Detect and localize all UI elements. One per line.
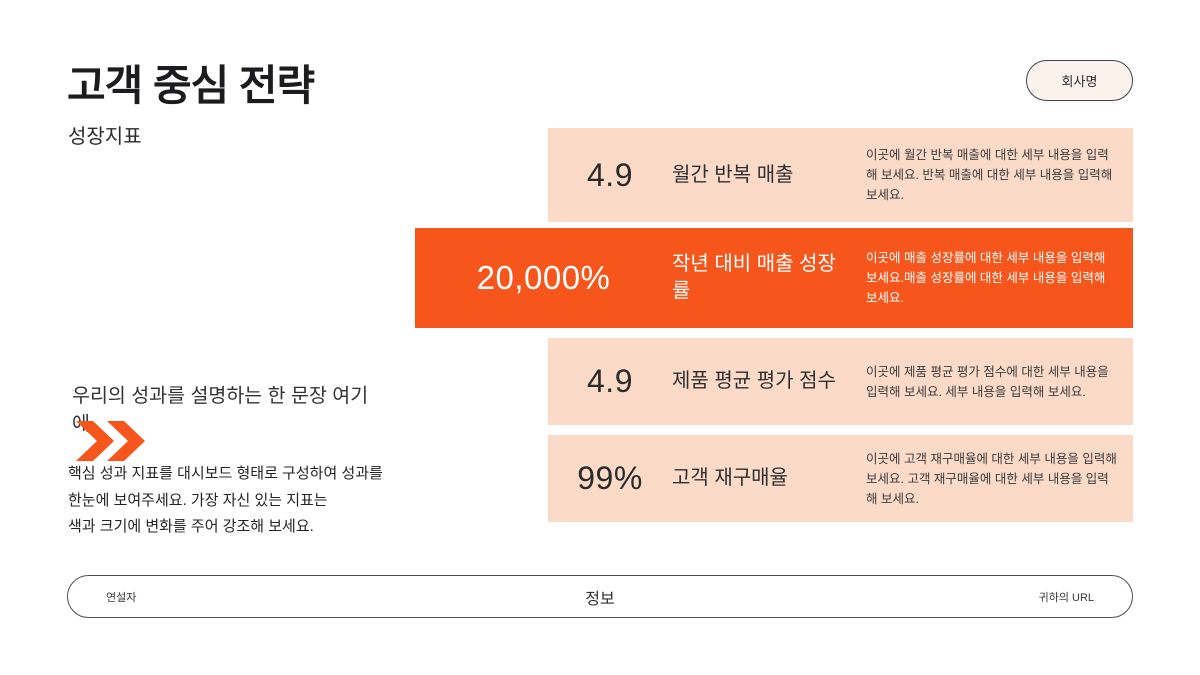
metric-description: 이곳에 제품 평균 평가 점수에 대한 세부 내용을 입력해 보세요. 세부 내… (866, 364, 1109, 399)
footer-url-label: 귀하의 URL (1038, 591, 1094, 604)
metric-row-yoy-growth-highlighted: 20,000% 작년 대비 매출 성장률 이곳에 매출 성장률에 대한 세부 내… (415, 228, 1133, 328)
metric-value: 99% (577, 460, 643, 496)
footer-info-label: 정보 (585, 590, 615, 608)
metric-value: 4.9 (587, 363, 633, 399)
company-name-label: 회사명 (1061, 74, 1098, 89)
metric-label: 제품 평균 평가 점수 (672, 370, 836, 392)
metric-description: 이곳에 월간 반복 매출에 대한 세부 내용을 입력해 보세요. 반복 매출에 … (866, 148, 1113, 202)
double-chevron-right-icon (76, 421, 145, 461)
metric-value: 20,000% (476, 259, 611, 296)
company-name-badge: 회사명 (1026, 60, 1133, 101)
metric-row-repurchase-rate: 99% 고객 재구매율 이곳에 고객 재구매율에 대한 세부 내용을 입력해 보… (548, 435, 1133, 522)
footer-speaker-label: 연설자 (106, 591, 137, 604)
metric-row-product-rating: 4.9 제품 평균 평가 점수 이곳에 제품 평균 평가 점수에 대한 세부 내… (548, 338, 1133, 425)
metric-value: 4.9 (587, 156, 633, 193)
metric-label: 고객 재구매율 (672, 467, 788, 489)
metric-label: 월간 반복 매출 (672, 163, 794, 186)
page-title: 고객 중심 전략 (67, 62, 315, 109)
footer-bar: 연설자 정보 귀하의 URL (67, 575, 1133, 618)
metric-row-monthly-recurring-revenue: 4.9 월간 반복 매출 이곳에 월간 반복 매출에 대한 세부 내용을 입력해… (548, 128, 1133, 222)
metric-description: 이곳에 고객 재구매율에 대한 세부 내용을 입력해 보세요. 고객 재구매율에… (866, 451, 1117, 506)
metric-description: 이곳에 매출 성장률에 대한 세부 내용을 입력해 보세요.매출 성장률에 대한… (866, 251, 1106, 305)
page-subtitle: 성장지표 (68, 126, 142, 148)
summary-body-text: 핵심 성과 지표를 대시보드 형태로 구성하여 성과를 한눈에 보여주세요. 가… (68, 465, 383, 535)
metric-label: 작년 대비 매출 성장률 (672, 253, 836, 302)
